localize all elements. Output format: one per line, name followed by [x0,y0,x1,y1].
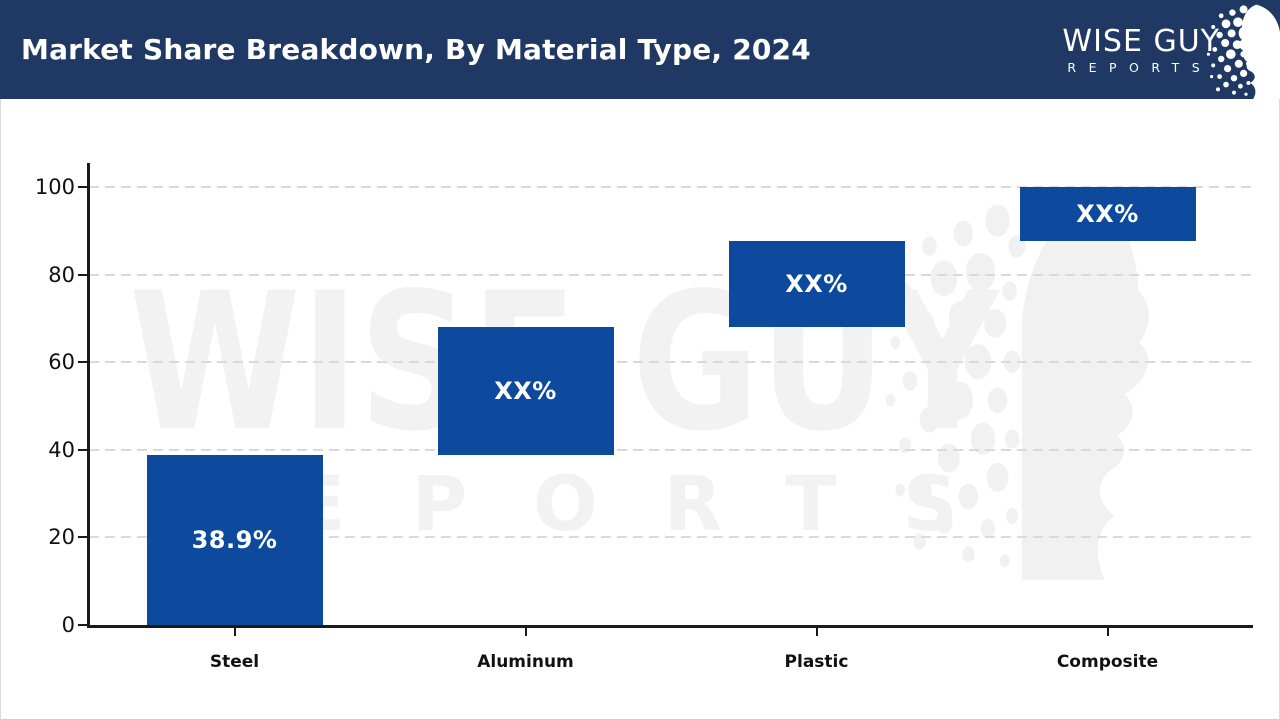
y-tick-label: 60 [48,350,75,375]
bar-value-label: XX% [785,270,848,299]
wiseguy-logo: WISE GUY REPORTS [1062,0,1280,99]
y-tick-mark [78,448,88,451]
chart-title: Market Share Breakdown, By Material Type… [21,33,811,66]
y-tick-label: 40 [48,437,75,462]
waterfall-bar: XX% [1019,187,1196,241]
x-tick-mark [815,627,818,636]
x-category-label: Steel [209,652,260,672]
y-tick-label: 0 [61,613,75,637]
bar-value-label: XX% [1076,200,1139,229]
plot-area: 0 20 40 60 80 100 Steel 38.9% Aluminum XX% Plastic… [35,163,1253,672]
y-tick-mark [78,186,88,189]
logo-text: WISE GUY REPORTS [1062,25,1220,75]
gridline [89,448,1253,451]
bar-value-label: XX% [494,376,557,405]
y-tick-label: 80 [48,262,75,287]
y-tick-mark [78,536,88,539]
bar-value-label: 38.9% [191,525,278,554]
y-tick-label: 100 [34,175,75,200]
y-tick-mark [78,273,88,276]
waterfall-bar: XX% [437,327,614,455]
x-category-label: Aluminum [477,652,574,672]
gridline [89,536,1253,539]
waterfall-bar: XX% [728,240,905,328]
y-axis-line [87,163,90,627]
x-category-label: Composite [1056,652,1159,672]
y-tick-label: 20 [48,525,75,550]
x-category-label: Plastic [784,652,849,672]
logo-wordmark: WISE GUY [1062,23,1220,59]
logo-subtitle: REPORTS [1067,59,1213,75]
gridline [89,361,1253,364]
x-tick-mark [524,627,527,636]
y-tick-mark [78,361,88,364]
gridline [89,273,1253,276]
gridline [89,186,1253,189]
header-bar: Market Share Breakdown, By Material Type… [0,0,1280,99]
waterfall-bar: 38.9% [146,454,323,625]
y-tick-mark [78,624,88,626]
x-tick-mark [1106,627,1109,636]
x-tick-mark [233,627,236,636]
x-axis-line [87,625,1253,628]
